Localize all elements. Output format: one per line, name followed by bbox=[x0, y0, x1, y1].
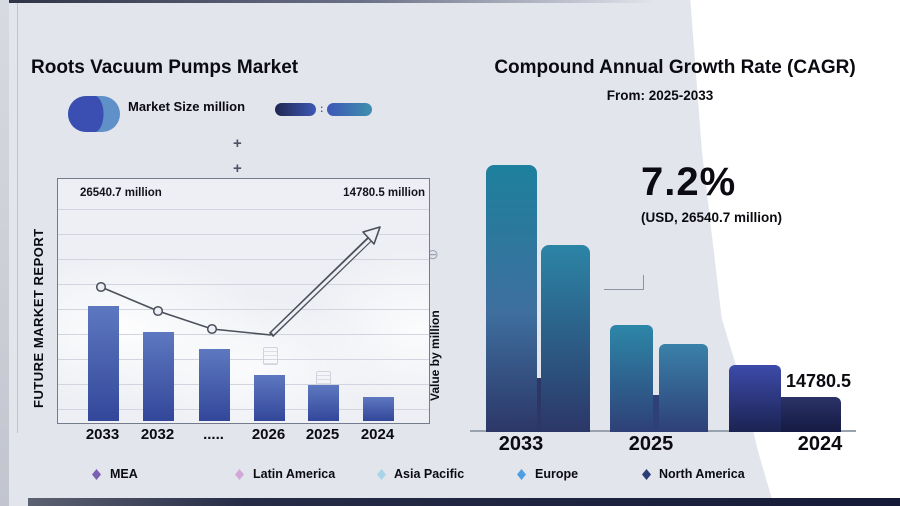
legend-label: Asia Pacific bbox=[394, 467, 465, 481]
pill-colon: : bbox=[320, 104, 324, 115]
cagr-value: 7.2% bbox=[641, 160, 737, 204]
cagr-bar-2033-b bbox=[541, 245, 590, 432]
cagr-group-2025 bbox=[610, 325, 708, 432]
plus-mark-icon: + bbox=[233, 160, 242, 177]
legend-label: MEA bbox=[110, 467, 138, 481]
legend-diamond-icon bbox=[642, 469, 651, 480]
market-x-label: 2033 bbox=[85, 426, 120, 443]
market-x-label: 2032 bbox=[140, 426, 175, 443]
start-value-annotation: 26540.7 million bbox=[80, 187, 162, 199]
trend-line-arrow bbox=[95, 226, 381, 338]
cagr-basis: (USD, 26540.7 million) bbox=[641, 210, 783, 225]
market-x-label: ..... bbox=[203, 426, 224, 443]
legend-diamond-icon bbox=[235, 469, 244, 480]
market-bar-..... bbox=[199, 349, 230, 421]
market-chart-panel: 26540.7 million 14780.5 million bbox=[57, 178, 430, 424]
cagr-bar-2025-a bbox=[610, 325, 653, 432]
page-title: Roots Vacuum Pumps Market bbox=[31, 57, 299, 78]
cagr-group-2033 bbox=[486, 165, 590, 432]
side-watermark-label: FUTURE MARKET REPORT bbox=[31, 228, 46, 408]
cagr-bar-2025-b bbox=[659, 344, 708, 432]
end-value-label: 14780.5 bbox=[786, 371, 852, 391]
cagr-period: From: 2025-2033 bbox=[606, 88, 714, 103]
document-watermark-icon bbox=[263, 347, 278, 365]
cagr-bar-bridge bbox=[653, 395, 659, 432]
cagr-x-label: 2033 bbox=[498, 433, 544, 455]
market-bar-2026 bbox=[254, 375, 285, 421]
cagr-x-label: 2024 bbox=[797, 433, 843, 455]
pill-dark-icon bbox=[275, 103, 316, 116]
cagr-title: Compound Annual Growth Rate (CAGR) bbox=[494, 57, 856, 78]
legend-label: Europe bbox=[535, 467, 579, 481]
brand-pills: : bbox=[275, 103, 373, 116]
market-x-label: 2026 bbox=[251, 426, 286, 443]
circle-minus-icon: ⊖ bbox=[427, 246, 439, 262]
market-x-label: 2024 bbox=[360, 426, 395, 443]
bottom-border bbox=[28, 498, 900, 506]
left-border-line bbox=[17, 3, 18, 433]
market-bar-2024 bbox=[363, 397, 394, 421]
cagr-x-label: 2025 bbox=[628, 433, 674, 455]
legend-label: Latin America bbox=[253, 467, 336, 481]
legend-diamond-icon bbox=[377, 469, 386, 480]
cagr-bar-2033-a bbox=[486, 165, 537, 432]
legend-diamond-icon bbox=[517, 469, 526, 480]
market-x-label: 2025 bbox=[305, 426, 340, 443]
step-annotation-line bbox=[643, 275, 644, 290]
step-annotation-line bbox=[604, 289, 643, 290]
cagr-bar-2024-b bbox=[781, 397, 841, 432]
market-size-label: Market Size million bbox=[128, 99, 246, 114]
market-bar-2033 bbox=[88, 306, 119, 421]
cagr-group-2024 bbox=[729, 365, 841, 432]
cylinder-icon bbox=[67, 95, 121, 138]
legend-label: North America bbox=[659, 467, 745, 481]
cagr-bar-bridge bbox=[537, 378, 541, 432]
legend-diamond-icon bbox=[92, 469, 101, 480]
market-bars bbox=[58, 179, 429, 423]
y-axis-label: Value by million bbox=[428, 310, 442, 402]
market-bar-2032 bbox=[143, 332, 174, 421]
end-value-annotation: 14780.5 million bbox=[343, 187, 425, 199]
top-border bbox=[0, 0, 657, 3]
market-bar-2025 bbox=[308, 385, 339, 421]
pill-teal-icon bbox=[327, 103, 373, 116]
left-outer-strip bbox=[0, 0, 9, 506]
plus-mark-icon: + bbox=[233, 135, 242, 152]
cagr-bar-2024-a bbox=[729, 365, 781, 432]
